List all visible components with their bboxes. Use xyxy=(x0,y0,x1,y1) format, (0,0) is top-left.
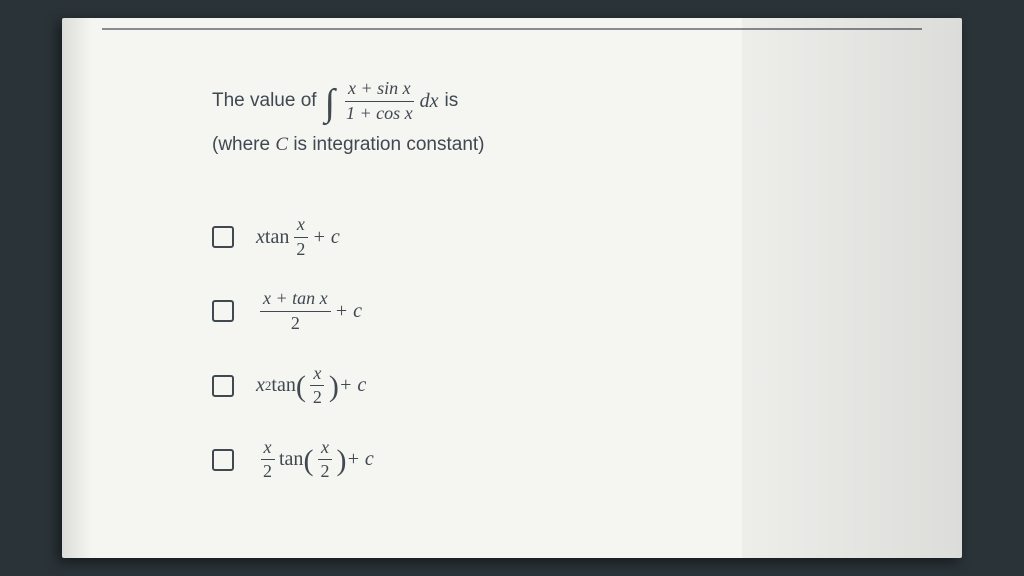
question-page: The value of ∫ x + sin x 1 + cos x dx is… xyxy=(62,18,962,558)
question-stem: The value of ∫ x + sin x 1 + cos x dx is xyxy=(212,78,882,124)
opt-d-frac1-den: 2 xyxy=(260,460,275,483)
opt-c-tan: tan xyxy=(271,374,295,397)
shadow-left xyxy=(62,18,92,558)
question-note: (where C is integration constant) xyxy=(212,134,882,156)
option-a[interactable]: x tan x 2 + c xyxy=(212,214,882,260)
opt-c-tail: + c xyxy=(339,374,366,397)
lparen-icon: ( xyxy=(303,446,313,476)
option-b[interactable]: x + tan x 2 + c xyxy=(212,288,882,334)
checkbox-icon[interactable] xyxy=(212,375,234,397)
rparen-icon: ) xyxy=(329,372,339,402)
option-b-expression: x + tan x 2 + c xyxy=(256,288,362,334)
top-rule xyxy=(102,28,922,30)
opt-c-frac: x 2 xyxy=(310,363,325,409)
opt-d-frac2-den: 2 xyxy=(317,460,332,483)
question-suffix: is xyxy=(445,90,459,112)
checkbox-icon[interactable] xyxy=(212,449,234,471)
opt-a-x: x xyxy=(256,226,265,249)
option-d[interactable]: x 2 tan ( x 2 ) + c xyxy=(212,437,882,483)
opt-d-frac2-num: x xyxy=(318,437,332,461)
content: The value of ∫ x + sin x 1 + cos x dx is… xyxy=(212,78,882,483)
integrand-numerator: x + sin x xyxy=(345,78,414,102)
integral-sign-icon: ∫ xyxy=(325,84,335,122)
opt-b-frac-den: 2 xyxy=(288,312,303,335)
opt-b-frac-num: x + tan x xyxy=(260,288,331,312)
note-open: (where xyxy=(212,134,275,155)
opt-d-frac1-num: x xyxy=(261,437,275,461)
opt-d-frac2: x 2 xyxy=(317,437,332,483)
opt-a-frac-num: x xyxy=(294,214,308,238)
option-d-expression: x 2 tan ( x 2 ) + c xyxy=(256,437,374,483)
opt-c-frac-den: 2 xyxy=(310,386,325,409)
option-c-expression: x2 tan ( x 2 ) + c xyxy=(256,363,366,409)
lparen-icon: ( xyxy=(296,372,306,402)
integral-expression: ∫ x + sin x 1 + cos x dx xyxy=(323,78,439,124)
checkbox-icon[interactable] xyxy=(212,300,234,322)
option-a-expression: x tan x 2 + c xyxy=(256,214,340,260)
opt-d-tail: + c xyxy=(346,448,373,471)
differential: dx xyxy=(420,90,439,113)
checkbox-icon[interactable] xyxy=(212,226,234,248)
opt-a-tan: tan xyxy=(265,226,289,249)
opt-a-tail: + c xyxy=(312,226,339,249)
opt-a-frac-den: 2 xyxy=(293,238,308,261)
option-c[interactable]: x2 tan ( x 2 ) + c xyxy=(212,363,882,409)
opt-c-x: x xyxy=(256,374,265,397)
note-close: is integration constant) xyxy=(288,134,484,155)
note-constant: C xyxy=(275,134,288,155)
question-prefix: The value of xyxy=(212,90,317,112)
opt-b-frac: x + tan x 2 xyxy=(260,288,331,334)
opt-c-frac-num: x xyxy=(310,363,324,387)
rparen-icon: ) xyxy=(336,446,346,476)
opt-b-tail: + c xyxy=(335,300,362,323)
options-list: x tan x 2 + c x + tan x 2 + c xyxy=(212,214,882,483)
integrand-fraction: x + sin x 1 + cos x xyxy=(343,78,416,124)
opt-a-frac: x 2 xyxy=(293,214,308,260)
opt-d-tan: tan xyxy=(279,448,303,471)
integrand-denominator: 1 + cos x xyxy=(343,102,416,125)
opt-d-frac1: x 2 xyxy=(260,437,275,483)
